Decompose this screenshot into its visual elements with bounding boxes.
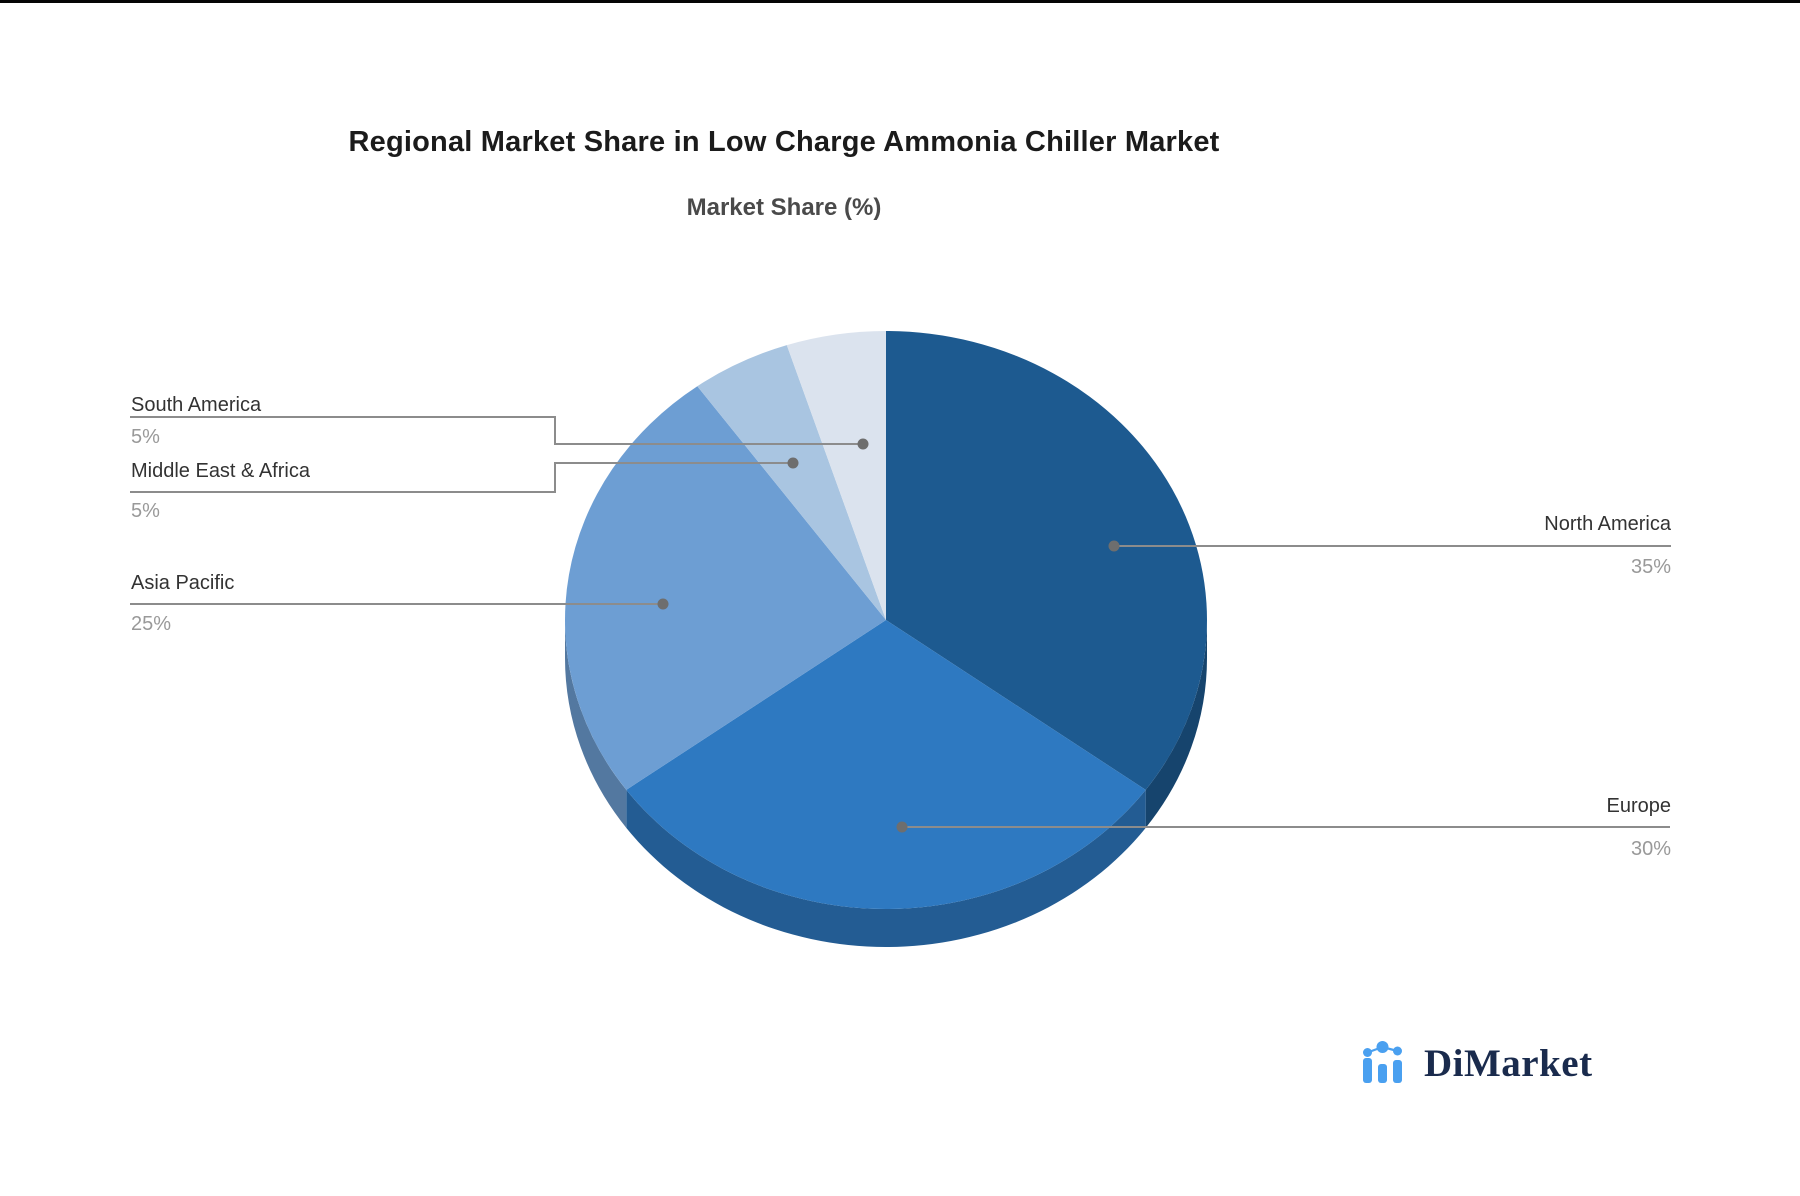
logo-bar <box>1378 1064 1387 1083</box>
leader-dot-middle-east-africa <box>787 457 799 469</box>
dimarket-logo: DiMarket <box>1363 1038 1593 1088</box>
logo-bar <box>1363 1058 1372 1083</box>
value-asia-pacific: 25% <box>131 613 172 635</box>
pie-slice-asia-pacific <box>564 386 886 790</box>
value-middle-east-africa: 5% <box>131 500 160 522</box>
label-asia-pacific: Asia Pacific <box>131 572 235 594</box>
pie-slice-side-asia-pacific <box>565 620 627 828</box>
value-europe: 30% <box>1630 838 1671 860</box>
pie-slice-middle-east-africa <box>697 345 886 620</box>
leader-dot-south-america <box>857 438 869 450</box>
logo-dot <box>1363 1048 1372 1057</box>
logo-bar <box>1393 1060 1402 1083</box>
leader-line-south-america <box>130 416 863 445</box>
chart-title: Regional Market Share in Low Charge Ammo… <box>348 126 1220 158</box>
label-south-america: South America <box>131 394 262 416</box>
leader-line-middle-east-africa <box>130 462 793 493</box>
value-south-america: 5% <box>131 426 160 448</box>
pie-slice-south-america <box>786 331 886 620</box>
leader-dot-north-america <box>1108 540 1120 552</box>
dimarket-logo-text: DiMarket <box>1424 1041 1593 1085</box>
logo-dot <box>1393 1046 1402 1056</box>
pie-slice-side-north-america <box>1145 620 1207 828</box>
dimarket-logo-icon <box>1363 1041 1402 1083</box>
label-middle-east-africa: Middle East & Africa <box>131 460 310 482</box>
pie-slice-side-europe <box>626 789 1146 948</box>
logo-dot <box>1376 1041 1389 1053</box>
value-north-america: 35% <box>1630 556 1671 578</box>
window-top-edge <box>0 0 1800 3</box>
label-europe: Europe <box>1606 795 1672 817</box>
pie-slice-north-america <box>886 331 1207 790</box>
leader-dot-europe <box>896 821 908 833</box>
leader-dot-asia-pacific <box>657 598 669 610</box>
chart-subtitle: Market Share (%) <box>686 194 882 221</box>
label-north-america: North America <box>1544 513 1671 535</box>
pie-slice-europe <box>626 620 1146 910</box>
